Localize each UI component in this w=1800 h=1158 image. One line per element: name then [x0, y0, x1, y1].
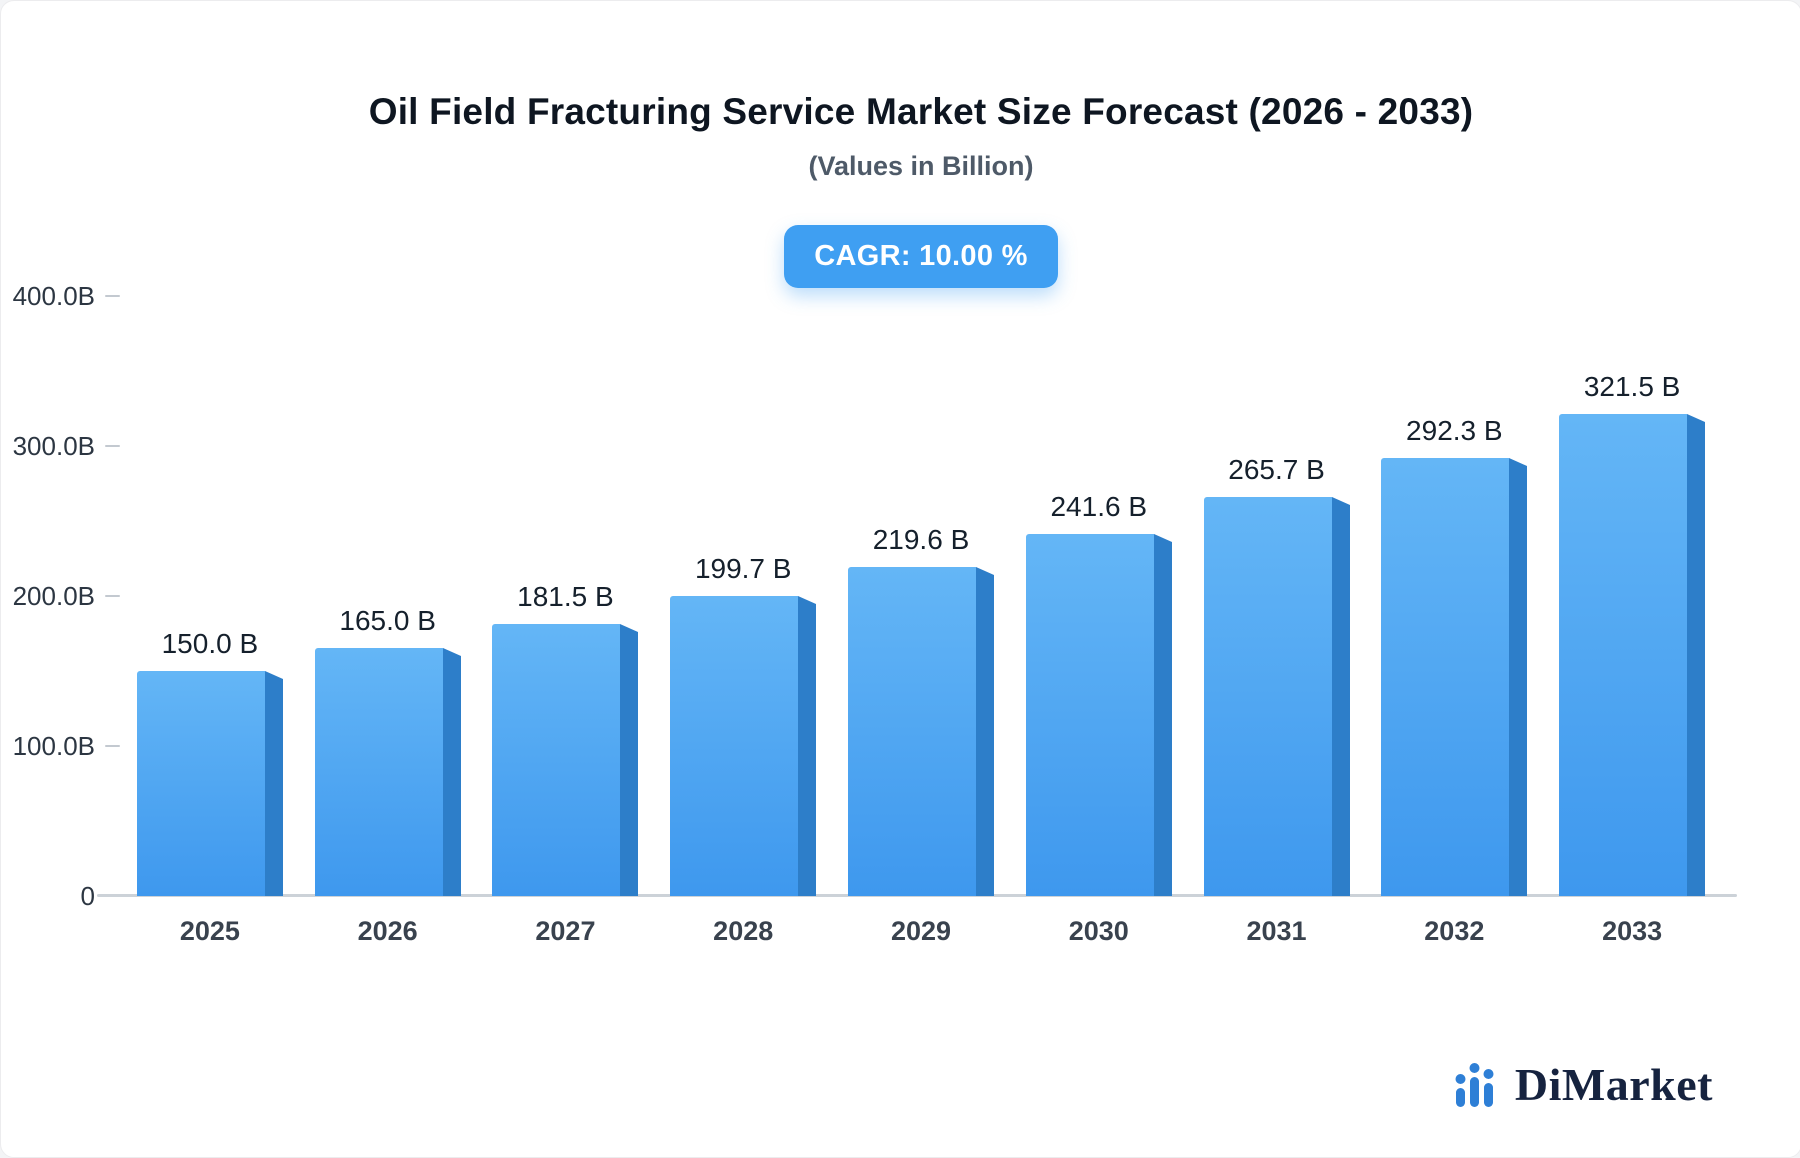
y-tick-mark — [105, 595, 120, 597]
x-tick-label: 2026 — [357, 916, 418, 946]
bar-value-label: 181.5 B — [517, 581, 614, 612]
bar-value-label: 241.6 B — [1050, 491, 1148, 522]
bar — [314, 648, 461, 896]
y-tick-mark — [105, 745, 120, 747]
bar-value-label: 165.0 B — [339, 605, 436, 636]
bar-value-label: 199.7 B — [694, 553, 792, 584]
y-tick-label: 300.0B — [12, 431, 95, 461]
x-axis: 2025 2026 2027 2028 2029 2030 2031 2032 2033 — [121, 916, 1721, 956]
bar-chart-logo-icon — [1455, 1062, 1494, 1107]
bar-value-label: 321.5 B — [1583, 371, 1681, 402]
chart-title: Oil Field Fracturing Service Market Size… — [368, 91, 1474, 132]
bar — [1559, 414, 1706, 896]
x-tick-label: 2031 — [1246, 916, 1307, 946]
cagr-badge: CAGR: 10.00 % — [784, 225, 1058, 288]
bar-value-label: 150.0 B — [161, 628, 259, 659]
bar — [848, 567, 994, 896]
bar — [670, 596, 817, 896]
bar — [1025, 534, 1172, 896]
y-tick-mark — [105, 445, 120, 447]
x-tick-label: 2032 — [1424, 916, 1485, 946]
plot-area: 150.0 B 165.0 B 181.5 B 199.7 B 219.6 B 241.6… — [121, 296, 1721, 896]
bar — [136, 671, 283, 896]
bar — [1381, 458, 1528, 896]
x-tick-label: 2025 — [179, 916, 240, 946]
bar — [492, 624, 639, 896]
cagr-badge-row: CAGR: 10.00 % — [121, 225, 1721, 288]
y-tick-mark — [105, 295, 120, 297]
y-tick-label: 200.0B — [12, 581, 95, 611]
y-tick-label: 400.0B — [12, 281, 95, 311]
y-axis: 0 100.0B 200.0B 300.0B 400.0B — [1, 281, 120, 911]
y-tick-label: 100.0B — [12, 731, 95, 761]
x-tick-label: 2033 — [1602, 916, 1663, 946]
brand-logo: DiMarket — [1451, 1058, 1713, 1111]
x-tick-label: 2029 — [890, 916, 952, 946]
bar — [1203, 497, 1350, 896]
brand-name: DiMarket — [1514, 1059, 1713, 1110]
x-tick-label: 2028 — [713, 916, 774, 946]
chart-subtitle: (Values in Billion) — [808, 151, 1034, 181]
bar-value-label: 265.7 B — [1228, 454, 1325, 485]
bar-value-label: 292.3 B — [1406, 415, 1503, 446]
x-tick-label: 2030 — [1068, 916, 1129, 946]
y-tick-label: 0 — [80, 881, 95, 911]
x-tick-label: 2027 — [535, 916, 596, 946]
bar-value-label: 219.6 B — [872, 524, 970, 555]
